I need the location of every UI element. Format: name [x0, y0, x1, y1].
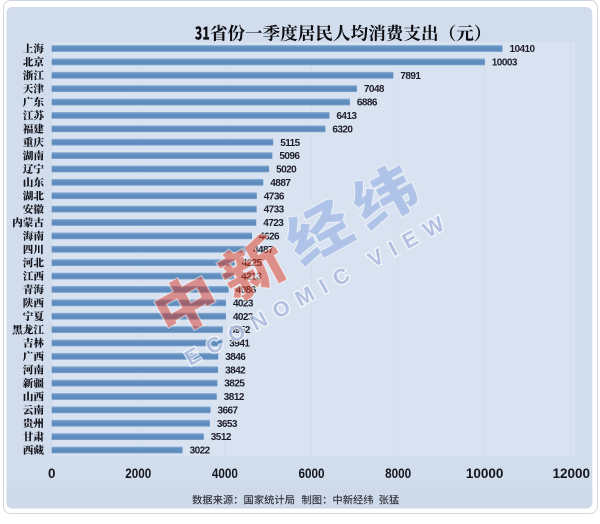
svg-text:4487: 4487 — [253, 245, 274, 256]
svg-text:4023: 4023 — [233, 298, 254, 309]
svg-text:4023: 4023 — [233, 312, 254, 323]
svg-text:7048: 7048 — [364, 84, 385, 95]
svg-text:7891: 7891 — [400, 71, 421, 82]
svg-text:8000: 8000 — [385, 466, 411, 481]
svg-text:0: 0 — [48, 466, 55, 481]
svg-text:5020: 5020 — [276, 165, 297, 176]
svg-text:10003: 10003 — [492, 58, 518, 69]
svg-text:4723: 4723 — [263, 218, 284, 229]
svg-text:10410: 10410 — [510, 44, 536, 55]
svg-text:4626: 4626 — [259, 232, 280, 243]
svg-text:3842: 3842 — [225, 365, 246, 376]
svg-text:3846: 3846 — [225, 352, 246, 363]
svg-text:6886: 6886 — [357, 98, 378, 109]
svg-text:4887: 4887 — [270, 178, 291, 189]
svg-text:10000: 10000 — [466, 466, 504, 481]
svg-text:12000: 12000 — [553, 466, 591, 481]
svg-text:3022: 3022 — [190, 446, 211, 457]
svg-text:5096: 5096 — [279, 151, 300, 162]
svg-text:3512: 3512 — [211, 432, 232, 443]
svg-text:3667: 3667 — [218, 406, 239, 417]
svg-text:3812: 3812 — [224, 392, 245, 403]
svg-text:2000: 2000 — [125, 466, 151, 481]
svg-text:6320: 6320 — [332, 124, 353, 135]
svg-text:6413: 6413 — [336, 111, 357, 122]
svg-text:3941: 3941 — [229, 339, 250, 350]
svg-text:3653: 3653 — [217, 419, 238, 430]
svg-text:3952: 3952 — [230, 325, 251, 336]
svg-text:6000: 6000 — [299, 466, 325, 481]
svg-text:4000: 4000 — [212, 466, 238, 481]
svg-text:4733: 4733 — [264, 205, 285, 216]
svg-text:4736: 4736 — [264, 191, 285, 202]
svg-text:3825: 3825 — [224, 379, 245, 390]
svg-text:5115: 5115 — [280, 138, 300, 149]
